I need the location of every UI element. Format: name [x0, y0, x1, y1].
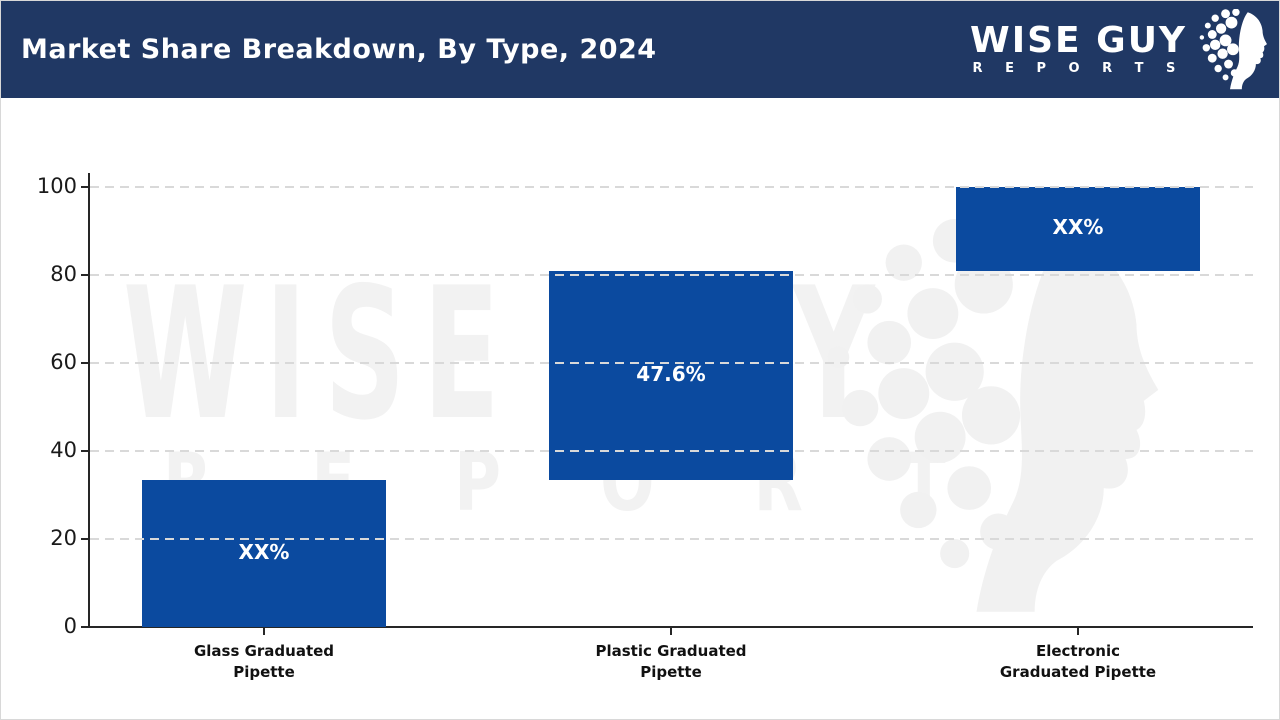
- y-tick-label: 40: [50, 438, 77, 462]
- y-tick: [81, 362, 89, 364]
- y-tick-label: 80: [50, 262, 77, 286]
- x-category-label: Electronic Graduated Pipette: [999, 642, 1157, 681]
- y-tick: [81, 450, 89, 452]
- y-tick-label: 100: [36, 174, 77, 198]
- gridline: [90, 362, 1253, 364]
- bar-value-label: XX%: [238, 539, 290, 564]
- brand-logo-text: WISE GUY R E P O R T S: [970, 22, 1187, 77]
- y-tick: [81, 538, 89, 540]
- gridline: [90, 450, 1253, 452]
- bar-value-label: XX%: [1052, 215, 1104, 240]
- y-tick-label: 20: [50, 526, 77, 550]
- chart-title: Market Share Breakdown, By Type, 2024: [21, 34, 657, 65]
- y-tick-label: 0: [63, 614, 77, 638]
- header-bar: Market Share Breakdown, By Type, 2024 WI…: [1, 1, 1279, 98]
- gridline: [90, 186, 1253, 188]
- y-axis-line: [88, 173, 90, 628]
- brand-face-icon: [1199, 8, 1267, 89]
- gridline: [90, 274, 1253, 276]
- y-tick-label: 60: [50, 350, 77, 374]
- x-tick: [670, 628, 672, 635]
- brand-name: WISE GUY: [969, 20, 1187, 61]
- x-tick: [1077, 628, 1079, 635]
- gridline: [90, 538, 1253, 540]
- bar-value-label: 47.6%: [636, 361, 706, 386]
- x-tick: [263, 628, 265, 635]
- x-axis-line: [88, 626, 1253, 628]
- y-tick: [81, 186, 89, 188]
- x-category-label: Glass Graduated Pipette: [193, 642, 335, 681]
- brand-logo: WISE GUY R E P O R T S: [970, 8, 1279, 91]
- x-category-label: Plastic Graduated Pipette: [595, 642, 747, 681]
- y-tick: [81, 626, 89, 628]
- data-bar: [549, 271, 793, 481]
- y-tick: [81, 274, 89, 276]
- data-bar: [142, 480, 386, 627]
- brand-subtitle: R E P O R T S: [972, 61, 1185, 76]
